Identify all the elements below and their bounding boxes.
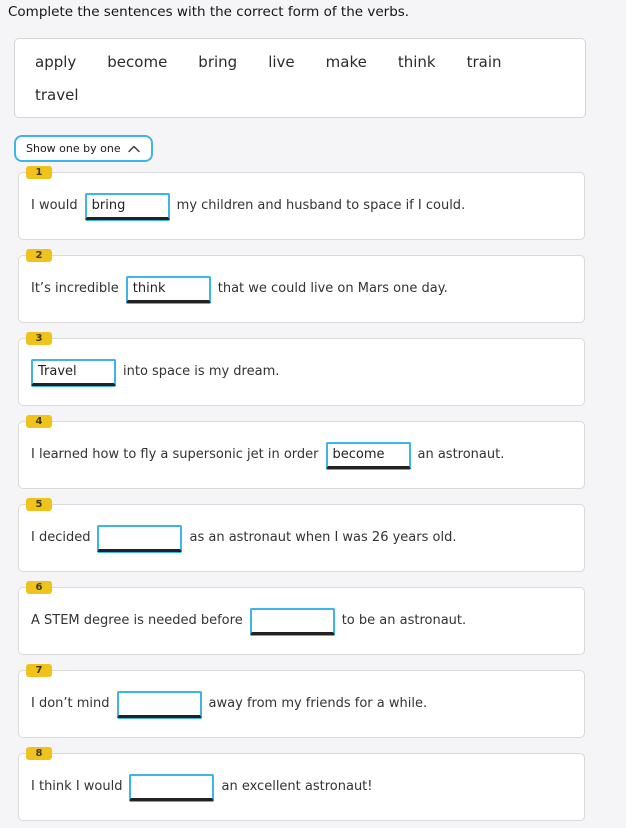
- chevron-up-icon: [127, 144, 141, 154]
- sentence-row: I decided as an astronaut when I was 26 y…: [19, 505, 584, 571]
- word-bank-word: make: [325, 53, 367, 71]
- sentence-row: I learned how to fly a supersonic jet in…: [19, 422, 584, 488]
- sentence-row: I don’t mind away from my friends for a w…: [19, 671, 584, 737]
- answer-input[interactable]: [116, 690, 202, 718]
- exercise-card: 3 into space is my dream.: [18, 332, 585, 406]
- show-one-by-one-button[interactable]: Show one by one: [14, 135, 153, 162]
- answer-input[interactable]: [84, 192, 170, 220]
- answer-input[interactable]: [31, 358, 116, 386]
- exercise-list: 1 I would my children and husband to space…: [0, 166, 626, 821]
- exercise-card: 6 A STEM degree is needed before to be an …: [18, 581, 585, 655]
- exercise-card: 2 It’s incredible that we could live on Ma…: [18, 249, 585, 323]
- exercise-card: 4 I learned how to fly a supersonic jet i…: [18, 415, 585, 489]
- item-number-badge: 6: [26, 581, 52, 594]
- item-number-badge: 4: [26, 415, 52, 428]
- word-bank: apply become bring live make think train travel: [14, 38, 586, 118]
- sentence-pre-text: I think I would: [31, 779, 123, 794]
- sentence-row: It’s incredible that we could live on Mar…: [19, 256, 584, 322]
- sentence-post-text: an excellent astronaut!: [221, 779, 373, 794]
- sentence-post-text: as an astronaut when I was 26 years old.: [189, 530, 457, 545]
- answer-input[interactable]: [249, 607, 335, 635]
- item-number-badge: 1: [26, 166, 52, 179]
- answer-input[interactable]: [129, 773, 215, 801]
- item-number-badge: 3: [26, 332, 52, 345]
- sentence-post-text: to be an astronaut.: [341, 613, 467, 628]
- word-bank-word: travel: [35, 86, 79, 104]
- item-number-badge: 2: [26, 249, 52, 262]
- word-bank-word: become: [107, 53, 168, 71]
- sentence-row: I would my children and husband to space …: [19, 173, 584, 239]
- sentence-post-text: an astronaut.: [417, 447, 505, 462]
- word-bank-word: think: [397, 53, 436, 71]
- sentence-row: A STEM degree is needed before to be an a…: [19, 588, 584, 654]
- sentence-pre-text: I would: [31, 198, 78, 213]
- exercise-card: 8 I think I would an excellent astronaut!: [18, 747, 585, 821]
- sentence-pre-text: I don’t mind: [31, 696, 110, 711]
- sentence-row: into space is my dream.: [19, 339, 584, 405]
- page-title: Complete the sentences with the correct …: [8, 4, 410, 20]
- word-bank-word: apply: [35, 53, 77, 71]
- word-bank-words: apply become bring live make think train travel: [35, 53, 535, 104]
- exercise-card: 7 I don’t mind away from my friends for a …: [18, 664, 585, 738]
- answer-input[interactable]: [97, 524, 183, 552]
- sentence-pre-text: A STEM degree is needed before: [31, 613, 243, 628]
- answer-input[interactable]: [125, 275, 211, 303]
- sentence-post-text: that we could live on Mars one day.: [217, 281, 448, 296]
- sentence-post-text: into space is my dream.: [123, 364, 280, 379]
- show-one-by-one-label: Show one by one: [26, 142, 121, 155]
- word-bank-word: live: [268, 53, 295, 71]
- word-bank-word: bring: [198, 53, 238, 71]
- sentence-row: I think I would an excellent astronaut!: [19, 754, 584, 820]
- sentence-pre-text: It’s incredible: [31, 281, 119, 296]
- sentence-pre-text: I decided: [31, 530, 91, 545]
- item-number-badge: 5: [26, 498, 52, 511]
- sentence-post-text: my children and husband to space if I co…: [176, 198, 466, 213]
- answer-input[interactable]: [325, 441, 411, 469]
- exercise-card: 1 I would my children and husband to space…: [18, 166, 585, 240]
- sentence-post-text: away from my friends for a while.: [208, 696, 428, 711]
- item-number-badge: 8: [26, 747, 52, 760]
- exercise-card: 5 I decided as an astronaut when I was 26 …: [18, 498, 585, 572]
- sentence-pre-text: I learned how to fly a supersonic jet in…: [31, 447, 319, 462]
- item-number-badge: 7: [26, 664, 52, 677]
- word-bank-word: train: [466, 53, 502, 71]
